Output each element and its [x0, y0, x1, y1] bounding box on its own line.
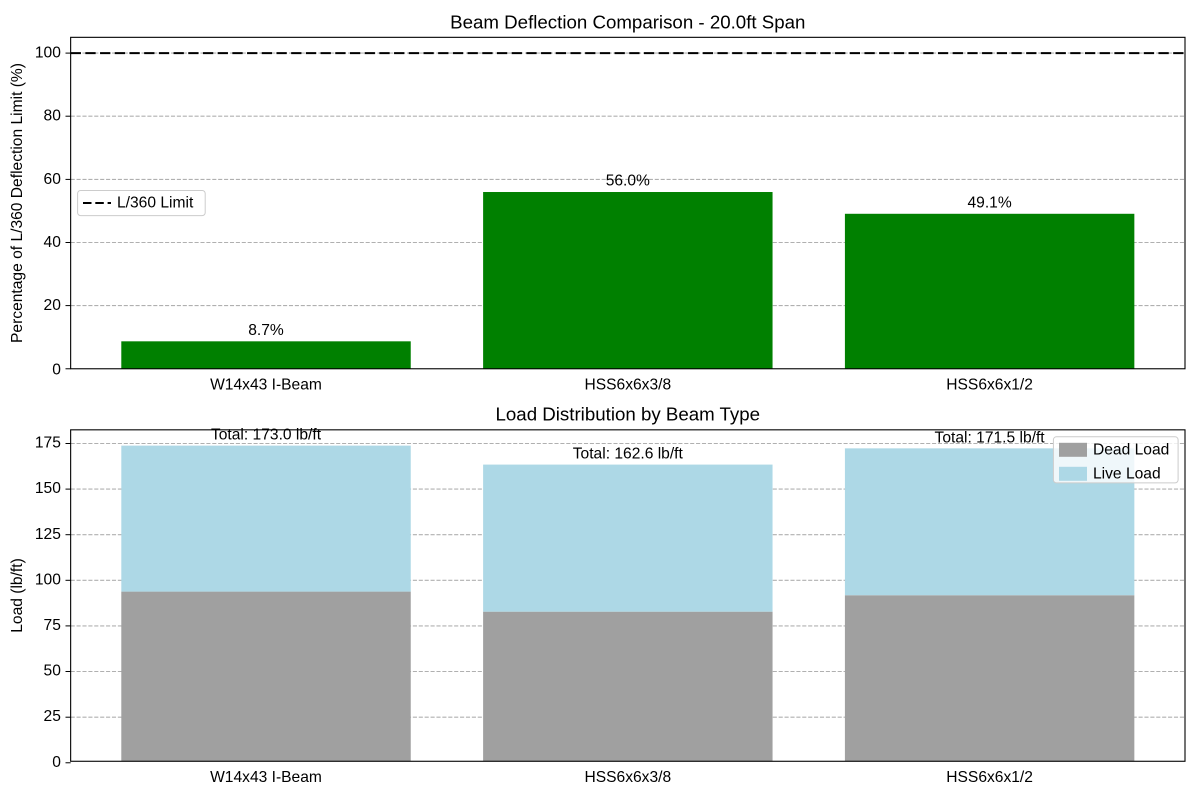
- svg-text:25: 25: [44, 708, 62, 725]
- svg-text:150: 150: [35, 480, 61, 497]
- svg-text:100: 100: [35, 571, 61, 588]
- svg-text:Total: 173.0 lb/ft: Total: 173.0 lb/ft: [211, 427, 322, 444]
- svg-text:60: 60: [44, 171, 62, 188]
- svg-text:20: 20: [44, 297, 62, 314]
- svg-text:Total: 171.5 lb/ft: Total: 171.5 lb/ft: [935, 429, 1046, 446]
- svg-text:Total: 162.6 lb/ft: Total: 162.6 lb/ft: [573, 446, 684, 463]
- svg-text:75: 75: [44, 617, 62, 634]
- svg-text:W14x43 I-Beam: W14x43 I-Beam: [210, 377, 322, 394]
- svg-text:8.7%: 8.7%: [248, 322, 284, 339]
- svg-text:L/360 Limit: L/360 Limit: [117, 195, 194, 212]
- svg-text:Beam Deflection Comparison - 2: Beam Deflection Comparison - 20.0ft Span: [450, 12, 805, 33]
- svg-text:HSS6x6x1/2: HSS6x6x1/2: [946, 377, 1033, 394]
- svg-text:50: 50: [44, 663, 62, 680]
- svg-text:0: 0: [52, 362, 61, 379]
- svg-text:Load (lb/ft): Load (lb/ft): [9, 558, 26, 633]
- svg-text:125: 125: [35, 526, 61, 543]
- svg-text:HSS6x6x3/8: HSS6x6x3/8: [584, 769, 671, 786]
- svg-text:100: 100: [35, 45, 61, 62]
- svg-text:Load Distribution by Beam Type: Load Distribution by Beam Type: [496, 404, 761, 425]
- svg-text:Percentage of L/360 Deflection: Percentage of L/360 Deflection Limit (%): [9, 63, 26, 343]
- svg-text:56.0%: 56.0%: [606, 173, 650, 190]
- svg-text:HSS6x6x3/8: HSS6x6x3/8: [584, 377, 671, 394]
- svg-text:HSS6x6x1/2: HSS6x6x1/2: [946, 769, 1033, 786]
- svg-text:0: 0: [52, 754, 61, 771]
- svg-text:W14x43 I-Beam: W14x43 I-Beam: [210, 769, 322, 786]
- svg-text:Dead Load: Dead Load: [1093, 441, 1169, 458]
- svg-text:40: 40: [44, 234, 62, 251]
- svg-text:80: 80: [44, 108, 62, 125]
- svg-text:175: 175: [35, 435, 61, 452]
- svg-text:Live Load: Live Load: [1093, 465, 1161, 482]
- svg-text:49.1%: 49.1%: [967, 194, 1011, 211]
